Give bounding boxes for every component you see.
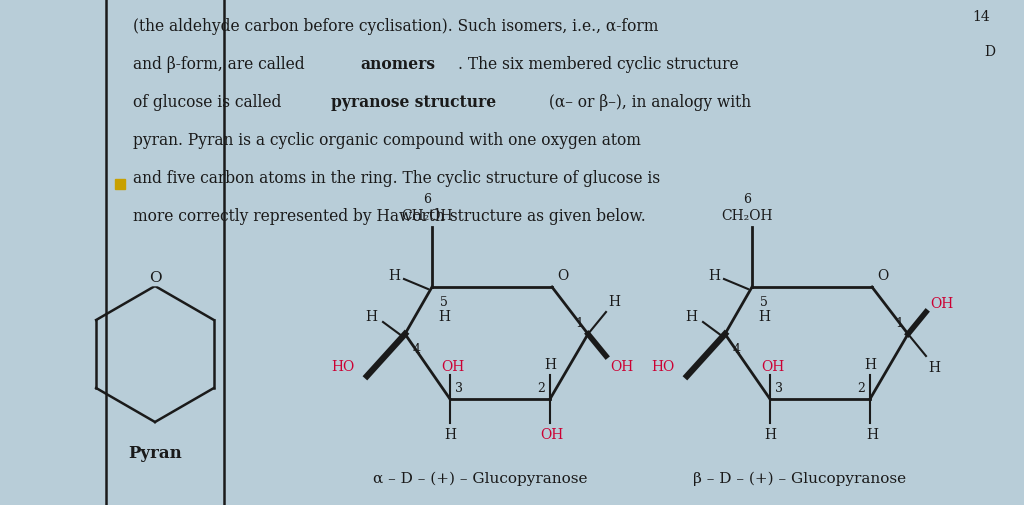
Text: H: H bbox=[438, 310, 450, 323]
Text: of glucose is called: of glucose is called bbox=[133, 94, 287, 111]
Text: (the aldehyde carbon before cyclisation). Such isomers, i.e., α-form: (the aldehyde carbon before cyclisation)… bbox=[133, 18, 658, 35]
Text: 6: 6 bbox=[743, 192, 751, 206]
Text: CH₂OH: CH₂OH bbox=[721, 209, 773, 223]
Text: H: H bbox=[708, 269, 720, 282]
Text: 4: 4 bbox=[413, 342, 421, 356]
Text: H: H bbox=[365, 310, 377, 323]
Text: 6: 6 bbox=[423, 192, 431, 206]
Text: anomers: anomers bbox=[360, 56, 436, 73]
Text: Pyran: Pyran bbox=[128, 444, 182, 461]
Text: H: H bbox=[685, 310, 697, 323]
Text: 3: 3 bbox=[775, 381, 783, 394]
Text: H: H bbox=[388, 269, 400, 282]
Text: pyranose structure: pyranose structure bbox=[331, 94, 496, 111]
Text: 3: 3 bbox=[455, 381, 463, 394]
Text: 4: 4 bbox=[733, 342, 741, 356]
Text: H: H bbox=[866, 427, 878, 441]
Text: α – D – (+) – Glucopyranose: α – D – (+) – Glucopyranose bbox=[373, 471, 587, 485]
Text: 5: 5 bbox=[760, 295, 768, 309]
Text: . The six membered cyclic structure: . The six membered cyclic structure bbox=[458, 56, 738, 73]
Text: pyran. Pyran is a cyclic organic compound with one oxygen atom: pyran. Pyran is a cyclic organic compoun… bbox=[133, 132, 641, 148]
Text: OH: OH bbox=[610, 359, 633, 373]
Text: H: H bbox=[444, 427, 456, 441]
Text: β – D – (+) – Glucopyranose: β – D – (+) – Glucopyranose bbox=[693, 471, 906, 485]
Text: more correctly represented by Haworth structure as given below.: more correctly represented by Haworth st… bbox=[133, 208, 646, 225]
Text: and β-form, are called: and β-form, are called bbox=[133, 56, 309, 73]
Text: HO: HO bbox=[651, 359, 675, 373]
Text: 2: 2 bbox=[538, 381, 545, 394]
Text: CH₂OH: CH₂OH bbox=[401, 209, 453, 223]
Text: O: O bbox=[148, 271, 162, 284]
Text: D: D bbox=[984, 45, 995, 59]
Text: H: H bbox=[928, 360, 940, 374]
Text: O: O bbox=[557, 269, 568, 282]
Text: OH: OH bbox=[930, 296, 953, 311]
Text: H: H bbox=[608, 294, 620, 309]
Text: OH: OH bbox=[762, 359, 784, 373]
Text: HO: HO bbox=[332, 359, 355, 373]
Text: (α– or β–), in analogy with: (α– or β–), in analogy with bbox=[544, 94, 751, 111]
Text: H: H bbox=[544, 358, 556, 371]
Text: H: H bbox=[758, 310, 770, 323]
Text: OH: OH bbox=[441, 359, 465, 373]
Text: H: H bbox=[864, 358, 876, 371]
Text: 1: 1 bbox=[575, 316, 583, 329]
Text: 14: 14 bbox=[972, 10, 990, 24]
Text: H: H bbox=[764, 427, 776, 441]
Text: 5: 5 bbox=[440, 295, 447, 309]
Text: and five carbon atoms in the ring. The cyclic structure of glucose is: and five carbon atoms in the ring. The c… bbox=[133, 170, 660, 187]
Text: OH: OH bbox=[541, 427, 563, 441]
Text: 1: 1 bbox=[895, 316, 903, 329]
Text: 2: 2 bbox=[857, 381, 865, 394]
Text: O: O bbox=[877, 269, 888, 282]
